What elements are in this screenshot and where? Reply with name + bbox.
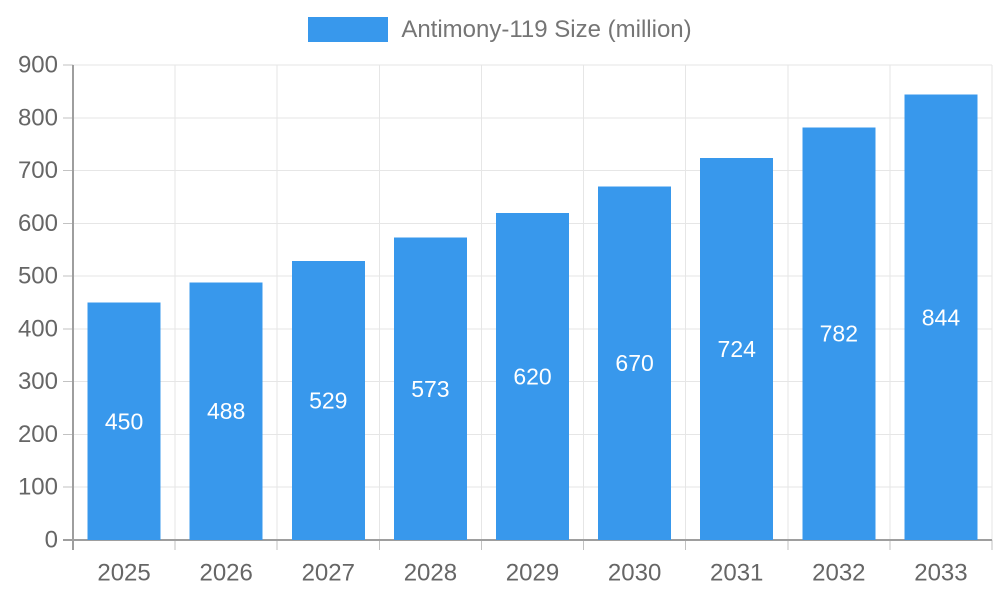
y-tick-label: 700 bbox=[18, 157, 58, 184]
bar-2028[interactable] bbox=[393, 237, 467, 541]
legend-swatch-icon bbox=[308, 17, 389, 42]
bar-value-label: 620 bbox=[513, 363, 551, 389]
x-tick-label: 2027 bbox=[302, 560, 355, 587]
bar-2032[interactable] bbox=[802, 127, 876, 541]
y-tick-label: 0 bbox=[45, 527, 58, 554]
x-tick-label: 2025 bbox=[97, 560, 150, 587]
bar-2030[interactable] bbox=[598, 186, 672, 540]
bar-value-label: 573 bbox=[411, 376, 449, 402]
y-tick-label: 500 bbox=[18, 263, 58, 290]
bar-value-label: 724 bbox=[718, 336, 757, 362]
legend-label: Antimony-119 Size (million) bbox=[401, 16, 692, 43]
x-tick-label: 2033 bbox=[914, 560, 967, 587]
y-tick-label: 800 bbox=[18, 104, 58, 131]
y-tick-label: 600 bbox=[18, 210, 58, 237]
x-tick-label: 2031 bbox=[710, 560, 763, 587]
x-tick-label: 2028 bbox=[404, 560, 457, 587]
x-tick-label: 2030 bbox=[608, 560, 661, 587]
y-tick-label: 200 bbox=[18, 421, 58, 448]
bar-2029[interactable] bbox=[496, 212, 569, 540]
bar-2033[interactable] bbox=[904, 94, 978, 541]
y-tick-label: 300 bbox=[18, 368, 58, 395]
bar-value-label: 488 bbox=[207, 398, 245, 424]
bar-2031[interactable] bbox=[700, 157, 774, 540]
bar-value-label: 529 bbox=[309, 387, 347, 413]
bar-value-label: 782 bbox=[820, 321, 858, 347]
y-tick-label: 100 bbox=[18, 474, 58, 501]
x-tick-label: 2026 bbox=[199, 560, 252, 587]
bar-2027[interactable] bbox=[291, 260, 365, 540]
y-tick-label: 900 bbox=[18, 52, 58, 79]
x-tick-label: 2032 bbox=[812, 560, 865, 587]
bar-2026[interactable] bbox=[189, 282, 263, 540]
bar-value-label: 450 bbox=[105, 408, 143, 434]
x-tick-label: 2029 bbox=[506, 560, 559, 587]
chart-legend[interactable]: Antimony-119 Size (million) bbox=[0, 17, 1000, 42]
y-tick-label: 400 bbox=[18, 315, 58, 342]
bar-value-label: 670 bbox=[615, 350, 653, 376]
bar-2025[interactable] bbox=[87, 302, 161, 541]
bar-value-label: 844 bbox=[922, 304, 961, 330]
